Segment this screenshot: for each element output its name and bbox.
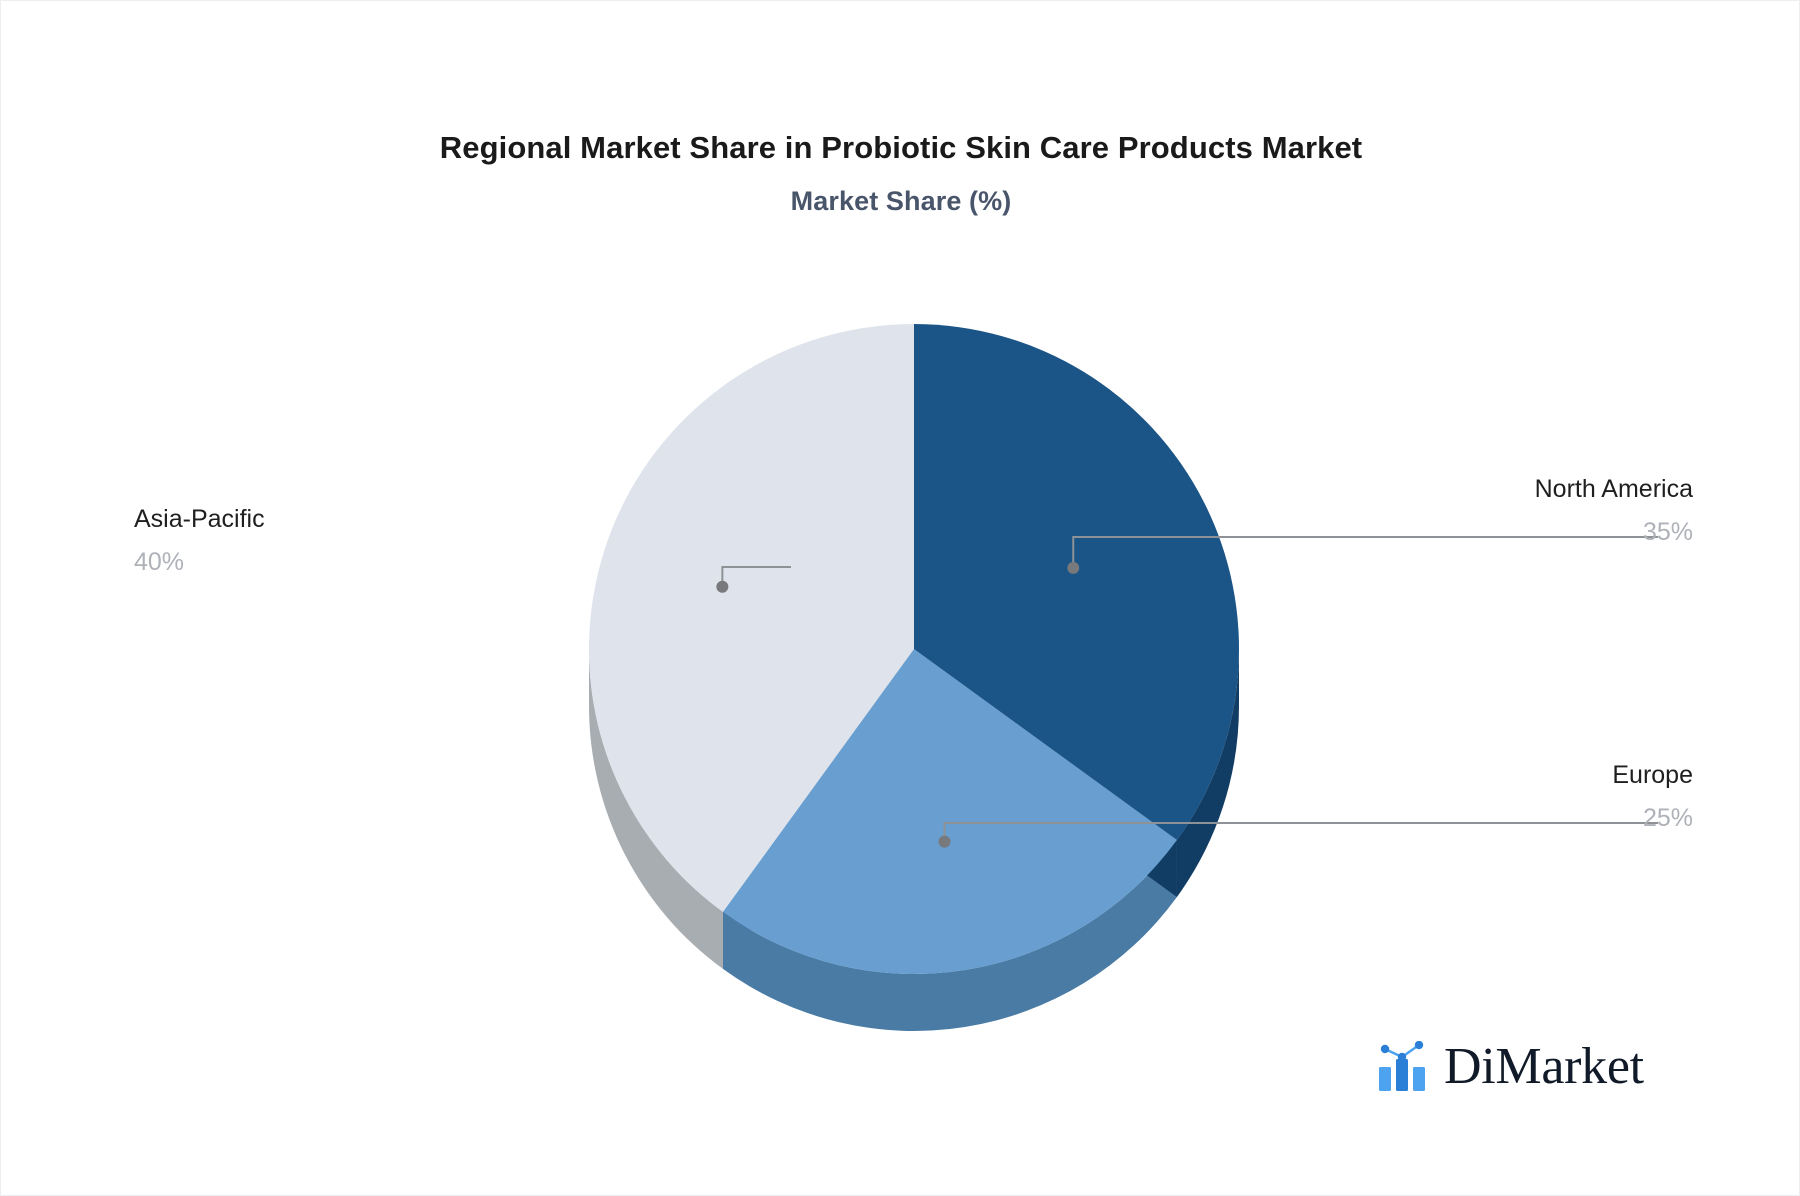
pie-leader-dot bbox=[1067, 561, 1080, 574]
pie-top-slices bbox=[589, 324, 1239, 974]
pie-slice[interactable] bbox=[722, 649, 1177, 974]
pie-label-name: Europe bbox=[1612, 761, 1693, 789]
pie-leader-line bbox=[1072, 536, 1658, 568]
pie-label-asia-pacific: Asia-Pacific 40% bbox=[134, 505, 265, 577]
logo-text: DiMarket bbox=[1444, 1038, 1644, 1095]
pie-label-name: North America bbox=[1534, 475, 1693, 503]
dimarket-logo: DiMarket bbox=[1377, 1041, 1644, 1093]
pie-label-value: 40% bbox=[134, 547, 185, 576]
bar-chart-icon bbox=[1379, 1041, 1425, 1091]
pie-slice[interactable] bbox=[914, 324, 1239, 841]
pie-leader-line bbox=[943, 822, 1658, 842]
title-block: Regional Market Share in Probiotic Skin … bbox=[1, 129, 1799, 217]
chart-subtitle: Market Share (%) bbox=[790, 186, 1012, 217]
pie-leader-dot bbox=[938, 835, 951, 848]
pie-label-north-america: North America 35% bbox=[1535, 475, 1693, 547]
pie-leader-lines bbox=[716, 536, 1658, 848]
pie-leader-line bbox=[721, 566, 791, 587]
pie-slice-side bbox=[1176, 649, 1239, 898]
pie-label-europe: Europe 25% bbox=[1612, 761, 1693, 833]
pie-slice[interactable] bbox=[589, 324, 914, 912]
pie-leader-dot bbox=[716, 580, 729, 593]
page-title: Regional Market Share in Probiotic Skin … bbox=[439, 130, 1363, 165]
pie-label-name: Asia-Pacific bbox=[134, 505, 265, 533]
pie-slice-side bbox=[589, 649, 723, 969]
pie-slice-side bbox=[722, 840, 1177, 1031]
pie-label-value: 25% bbox=[1642, 803, 1693, 832]
pie-label-value: 35% bbox=[1642, 517, 1693, 546]
